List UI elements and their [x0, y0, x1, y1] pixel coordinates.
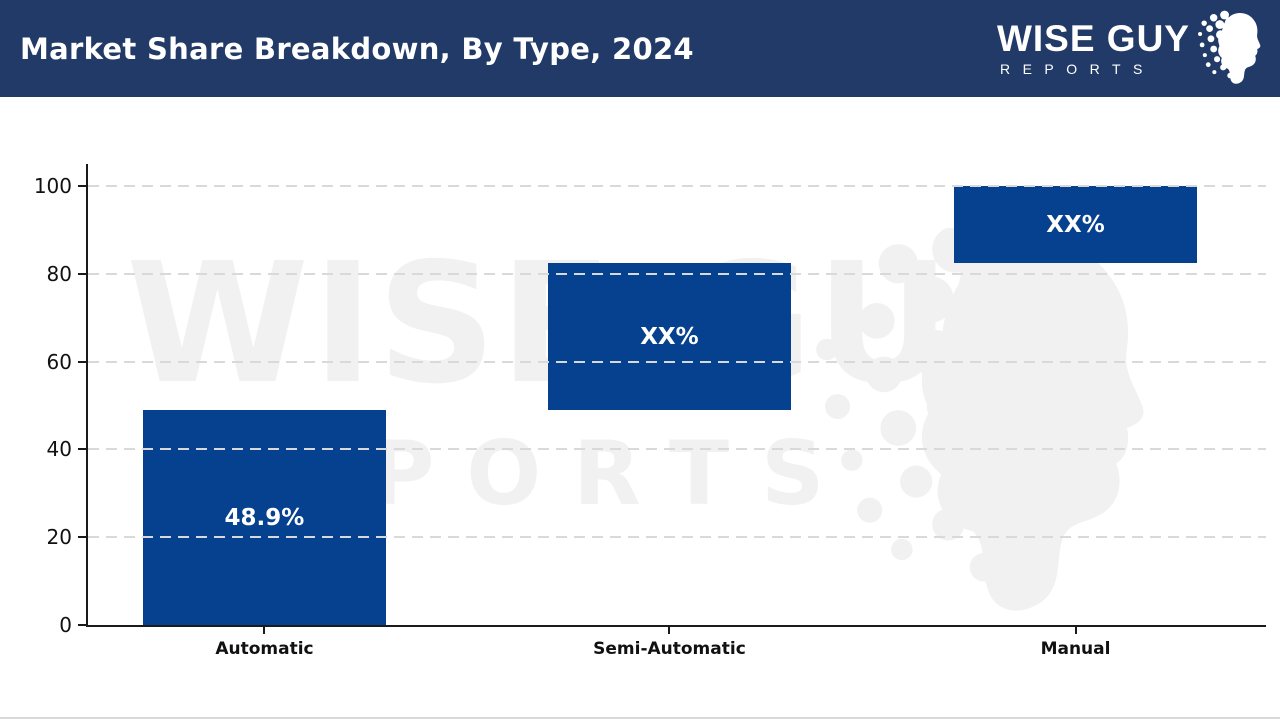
y-tick-label: 20 — [46, 525, 72, 550]
bar-value-label: XX% — [640, 323, 699, 350]
gridline — [88, 360, 1266, 363]
gridline — [88, 536, 1266, 539]
gridline — [88, 184, 1266, 187]
logo-wordmark-line2: REPORTS — [999, 61, 1155, 77]
header-bar: Market Share Breakdown, By Type, 2024 WI… — [0, 0, 1280, 97]
x-tick — [263, 625, 266, 634]
bar-value-label: XX% — [1046, 211, 1105, 238]
y-tick — [78, 536, 86, 539]
y-axis-line — [86, 164, 88, 627]
gridline — [88, 448, 1266, 451]
category-label: Manual — [1040, 639, 1111, 659]
y-tick — [78, 184, 86, 187]
y-tick-label: 0 — [59, 613, 72, 637]
x-tick — [1074, 625, 1077, 634]
y-tick-label: 60 — [46, 349, 72, 374]
y-tick-label: 80 — [46, 261, 72, 286]
y-tick — [78, 272, 86, 275]
x-tick — [668, 625, 671, 634]
bar-segment — [547, 263, 791, 411]
wise-guy-logo: WISE GUY REPORTS — [997, 9, 1264, 89]
y-tick — [78, 624, 86, 626]
x-axis-line — [86, 625, 1266, 627]
plot-area: 0 20 40 60 80 100 Automatic Semi-Automatic Manua… — [34, 164, 1266, 659]
bar-segment — [142, 410, 386, 625]
chart-title: Market Share Breakdown, By Type, 2024 — [20, 31, 694, 66]
category-label: Automatic — [215, 639, 314, 659]
bar-value-label: 48.9% — [224, 504, 305, 531]
category-label: Semi-Automatic — [593, 639, 746, 659]
logo-wordmark: WISE GUY REPORTS — [997, 20, 1190, 77]
y-tick-label: 40 — [46, 437, 72, 462]
bar-segment — [954, 185, 1198, 264]
y-tick — [78, 360, 86, 363]
y-tick — [78, 448, 86, 451]
logo-wordmark-line1: WISE GUY — [996, 18, 1190, 59]
bottom-border — [0, 717, 1280, 719]
logo-face-icon — [1196, 9, 1264, 89]
gridline — [88, 272, 1266, 275]
y-tick-label: 100 — [33, 173, 72, 198]
